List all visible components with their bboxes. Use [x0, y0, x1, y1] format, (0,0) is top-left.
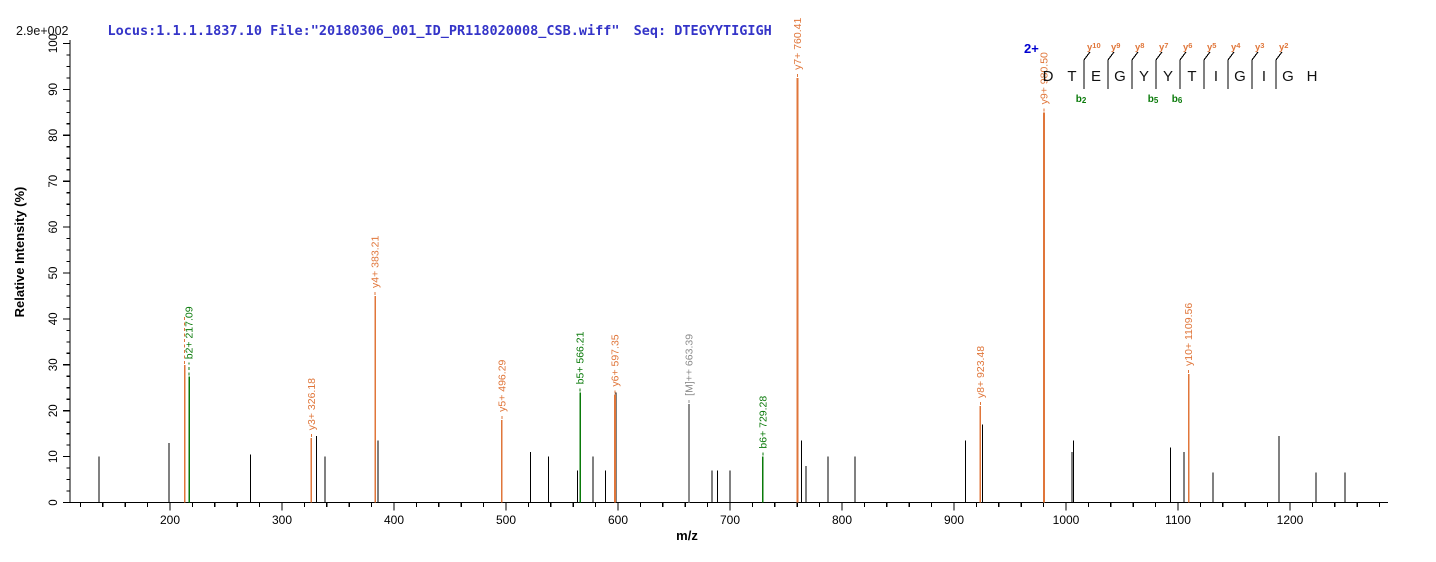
peak-label: y3+ 326.18 [306, 378, 318, 430]
sequence-residue: Y [1163, 68, 1173, 85]
y-tick-label: 100 [48, 34, 60, 53]
fragment-cut-diagonal [1227, 51, 1235, 61]
y-ion-marker: y8 [1135, 41, 1144, 53]
sequence-residue: H [1307, 68, 1318, 85]
x-tick-label: 600 [608, 513, 628, 527]
sequence-residue: E [1091, 68, 1101, 85]
peak-label: y9+ 980.50 [1039, 52, 1051, 104]
x-axis-title: m/z [676, 528, 698, 543]
x-tick-label: 200 [160, 513, 180, 527]
y-tick-label: 40 [48, 313, 60, 326]
y-tick-label: 60 [48, 221, 60, 234]
b-ion-marker: b2 [1076, 94, 1087, 105]
y-ion-marker: y10 [1087, 41, 1101, 53]
peak-label: y10+ 1109.56 [1183, 303, 1195, 366]
y-tick-label: 0 [48, 499, 60, 505]
peak-label: b5+ 566.21 [575, 331, 587, 384]
y-tick-label: 80 [48, 129, 60, 142]
max-intensity-label: 2.9e+002 [16, 24, 69, 38]
sequence-residue: Y [1139, 68, 1149, 85]
fragment-cut-diagonal [1083, 51, 1091, 61]
x-tick-label: 1100 [1165, 513, 1191, 527]
y-ion-marker: y7 [1159, 41, 1168, 53]
x-tick-label: 900 [944, 513, 964, 527]
fragment-cut-diagonal [1155, 51, 1163, 61]
y-ion-marker: y5 [1207, 41, 1216, 53]
x-tick-label: 1000 [1053, 513, 1080, 527]
y-tick-label: 20 [48, 404, 60, 417]
fragment-cut-diagonal [1275, 51, 1283, 61]
sequence-residue: D [1043, 68, 1054, 85]
peak-label: y5+ 496.29 [496, 359, 508, 411]
peak-label: y8+ 923.48 [975, 346, 987, 398]
sequence-residue: G [1282, 68, 1294, 85]
x-tick-label: 700 [720, 513, 740, 527]
y-ion-marker: y9 [1111, 41, 1120, 53]
y-ion-marker: y2 [1279, 41, 1288, 53]
x-tick-label: 800 [832, 513, 852, 527]
x-tick-label: 500 [496, 513, 516, 527]
sequence-residue: T [1067, 68, 1076, 85]
y-tick-label: 50 [48, 267, 60, 280]
x-tick-label: 1200 [1277, 513, 1304, 527]
sequence-residue: I [1262, 68, 1266, 85]
peak-label: y6+ 597.35 [610, 334, 622, 386]
b-ion-marker: b6 [1172, 94, 1183, 105]
y-tick-label: 70 [48, 175, 60, 188]
fragment-cut-diagonal [1107, 51, 1115, 61]
fragment-cut-diagonal [1131, 51, 1139, 61]
sequence-residue: I [1214, 68, 1218, 85]
peak-label: [M]++ 663.39 [683, 334, 695, 396]
peak-label: b6+ 729.28 [757, 396, 769, 449]
y-tick-label: 30 [48, 358, 60, 371]
b-ion-marker: b5 [1148, 94, 1159, 105]
y-tick-label: 10 [48, 450, 60, 463]
y-ion-marker: y3 [1255, 41, 1264, 53]
spectrum-header: Locus:1.1.1.1837.10 File:"20180306_001_I… [75, 7, 772, 55]
peak-label: y7+ 760.41 [792, 18, 804, 70]
y-ion-marker: y4 [1231, 41, 1241, 53]
peak-label: y4+ 383.21 [370, 236, 382, 288]
fragment-cut-diagonal [1251, 51, 1259, 61]
x-tick-label: 300 [272, 513, 292, 527]
fragment-cut-diagonal [1179, 51, 1187, 61]
sequence-residue: G [1114, 68, 1126, 85]
sequence-residue: G [1234, 68, 1246, 85]
fragment-cut-diagonal [1203, 51, 1211, 61]
sequence-header-label: Seq: DTEGYYTIGIGH [633, 23, 772, 39]
y-tick-label: 90 [48, 83, 60, 96]
y-axis-title: Relative Intensity (%) [12, 187, 27, 318]
y-ion-marker: y6 [1183, 41, 1192, 53]
x-tick-label: 400 [384, 513, 404, 527]
sequence-residue: T [1187, 68, 1196, 85]
peak-label: b2+ 217.09 [184, 306, 196, 359]
locus-file-label: Locus:1.1.1.1837.10 File:"20180306_001_I… [107, 23, 620, 39]
precursor-charge-label: 2+ [1024, 41, 1039, 56]
